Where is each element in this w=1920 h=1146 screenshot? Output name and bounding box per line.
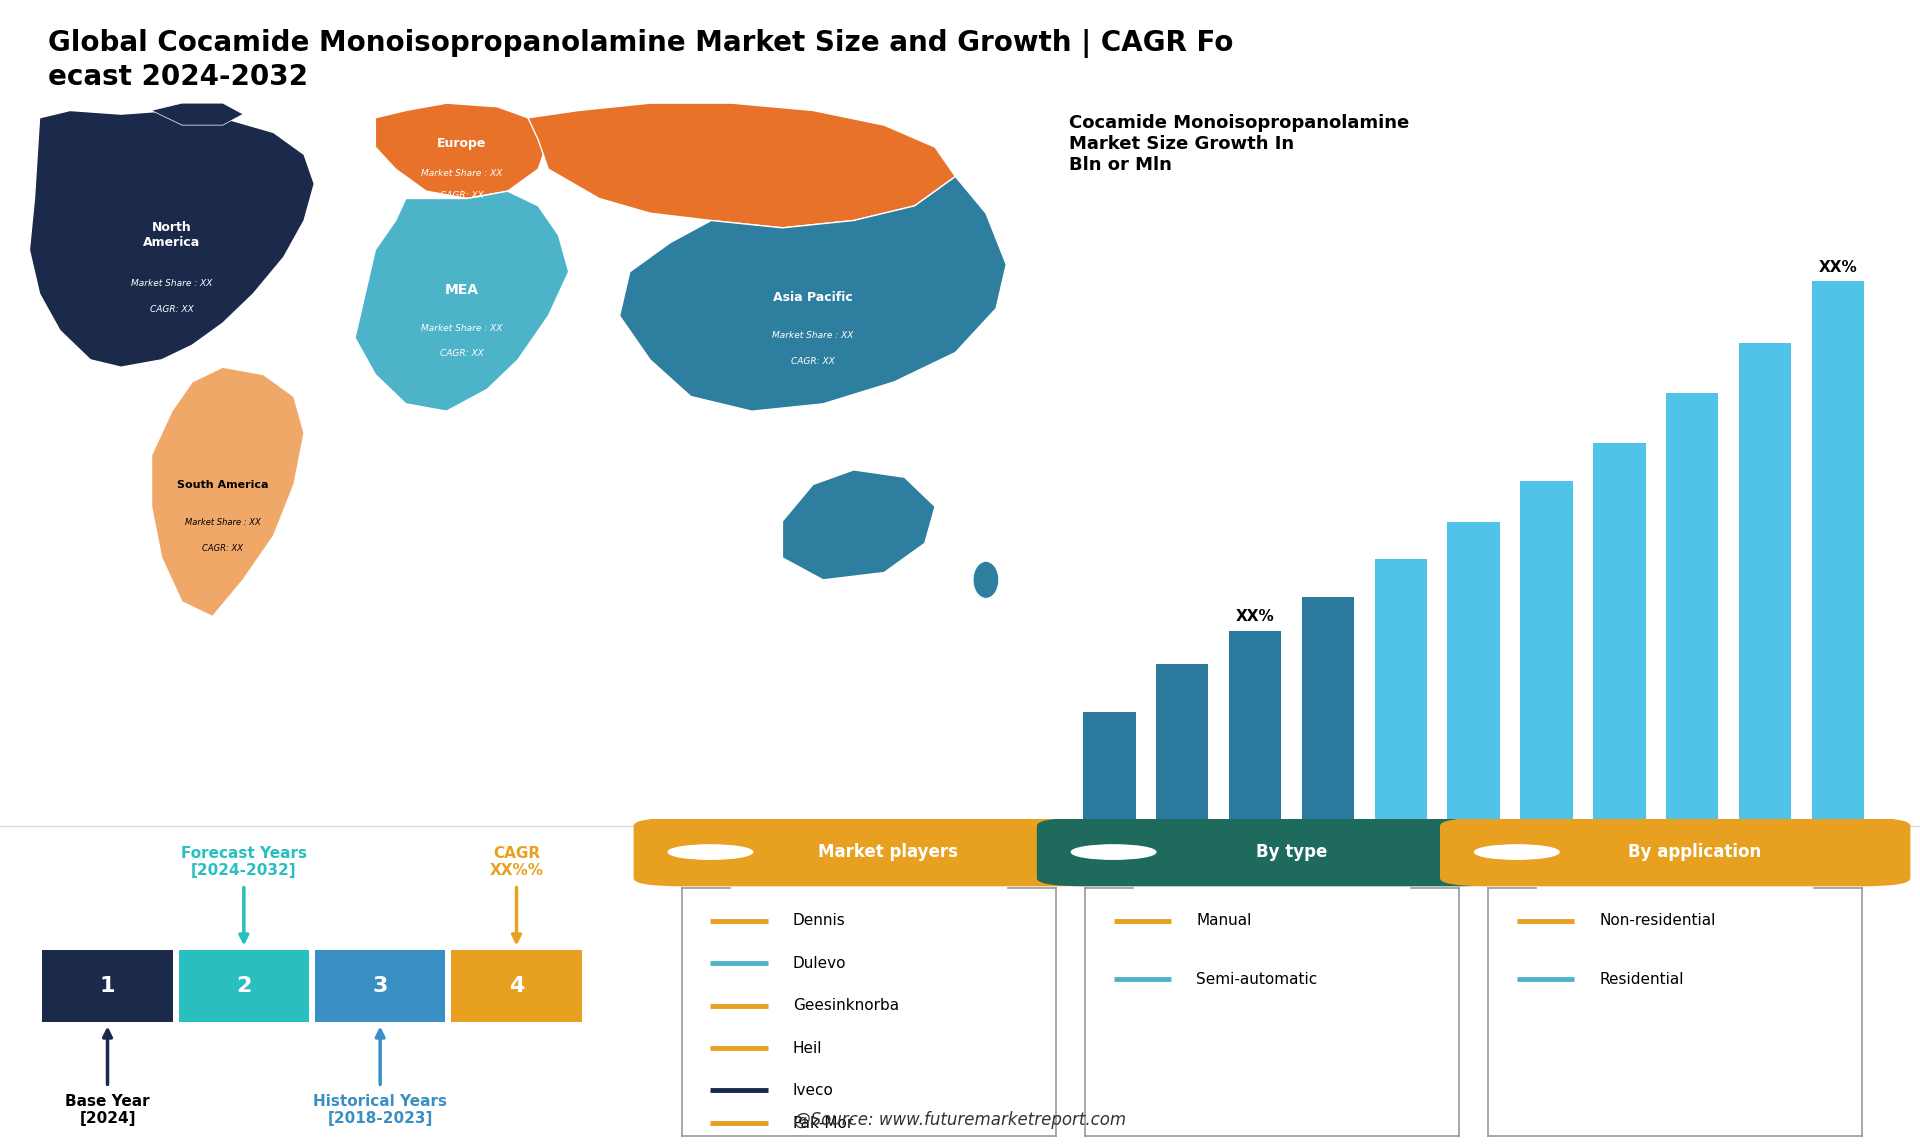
Text: @Source: www.futuremarketreport.com: @Source: www.futuremarketreport.com	[795, 1110, 1125, 1129]
Bar	[1740, 344, 1791, 837]
Text: South America: South America	[177, 479, 269, 489]
Text: 4: 4	[509, 976, 524, 996]
Text: Heil: Heil	[793, 1041, 822, 1055]
Text: CAGR: XX: CAGR: XX	[791, 356, 835, 366]
Text: Asia Pacific: Asia Pacific	[774, 291, 852, 304]
Bar	[1229, 630, 1281, 837]
Text: Geesinknorba: Geesinknorba	[793, 998, 899, 1013]
Text: ecast 2024-2032: ecast 2024-2032	[48, 63, 307, 91]
Text: Market Share : XX: Market Share : XX	[131, 280, 213, 289]
Bar	[1083, 712, 1135, 837]
Text: Market Share : XX: Market Share : XX	[184, 518, 261, 527]
Text: Manual: Manual	[1196, 913, 1252, 928]
Text: CAGR: XX: CAGR: XX	[440, 191, 484, 201]
Text: CAGR: XX: CAGR: XX	[202, 543, 244, 552]
Text: MEA: MEA	[445, 283, 478, 297]
Polygon shape	[29, 110, 315, 367]
Bar	[1812, 281, 1864, 837]
Bar	[1521, 480, 1572, 837]
Text: By application: By application	[1628, 843, 1761, 861]
Text: Residential: Residential	[1599, 972, 1684, 987]
Text: Market players: Market players	[818, 843, 958, 861]
Circle shape	[668, 845, 753, 860]
Text: CAGR
XX%%: CAGR XX%%	[490, 846, 543, 878]
FancyBboxPatch shape	[42, 950, 173, 1022]
FancyBboxPatch shape	[634, 818, 1104, 886]
Text: Semi-automatic: Semi-automatic	[1196, 972, 1317, 987]
Bar	[1302, 597, 1354, 837]
Polygon shape	[355, 191, 568, 411]
Text: CAGR: XX: CAGR: XX	[440, 350, 484, 359]
Text: Market Share : XX: Market Share : XX	[420, 323, 503, 332]
Polygon shape	[152, 367, 303, 617]
Polygon shape	[620, 176, 1006, 411]
Text: 2: 2	[236, 976, 252, 996]
Bar	[1375, 559, 1427, 837]
Text: Market Share : XX: Market Share : XX	[772, 331, 854, 340]
Text: Non-residential: Non-residential	[1599, 913, 1716, 928]
Text: By type: By type	[1256, 843, 1327, 861]
Text: North
America: North America	[144, 221, 200, 249]
Polygon shape	[528, 103, 956, 228]
Circle shape	[1071, 845, 1156, 860]
Bar	[1156, 665, 1208, 837]
FancyBboxPatch shape	[1037, 818, 1507, 886]
Text: Base Year
[2024]: Base Year [2024]	[65, 1093, 150, 1127]
Text: 3: 3	[372, 976, 388, 996]
Text: Cocamide Monoisopropanolamine
Market Size Growth In
Bln or Mln: Cocamide Monoisopropanolamine Market Siz…	[1069, 115, 1409, 174]
Ellipse shape	[973, 562, 998, 598]
Text: Market Share : XX: Market Share : XX	[420, 170, 503, 179]
Polygon shape	[783, 470, 935, 580]
Text: CAGR: XX: CAGR: XX	[150, 305, 194, 314]
Circle shape	[1475, 845, 1559, 860]
FancyBboxPatch shape	[179, 950, 309, 1022]
Text: Iveco: Iveco	[793, 1083, 833, 1098]
FancyBboxPatch shape	[315, 950, 445, 1022]
Text: 1: 1	[100, 976, 115, 996]
Bar	[1594, 444, 1645, 837]
Text: XX%: XX%	[1236, 610, 1275, 625]
FancyBboxPatch shape	[1440, 818, 1910, 886]
Text: Dennis: Dennis	[793, 913, 845, 928]
Polygon shape	[376, 103, 549, 198]
Text: Dulevo: Dulevo	[793, 956, 847, 971]
Text: Global Cocamide Monoisopropanolamine Market Size and Growth | CAGR Fo: Global Cocamide Monoisopropanolamine Mar…	[48, 29, 1233, 57]
Text: Forecast Years
[2024-2032]: Forecast Years [2024-2032]	[180, 846, 307, 878]
Polygon shape	[152, 103, 244, 125]
Bar	[1448, 521, 1500, 837]
Text: XX%: XX%	[1818, 260, 1857, 275]
Text: Europe: Europe	[438, 138, 486, 150]
Text: Historical Years
[2018-2023]: Historical Years [2018-2023]	[313, 1093, 447, 1127]
Bar	[1667, 393, 1718, 837]
FancyBboxPatch shape	[451, 950, 582, 1022]
Text: Pak-Mor: Pak-Mor	[793, 1116, 854, 1131]
